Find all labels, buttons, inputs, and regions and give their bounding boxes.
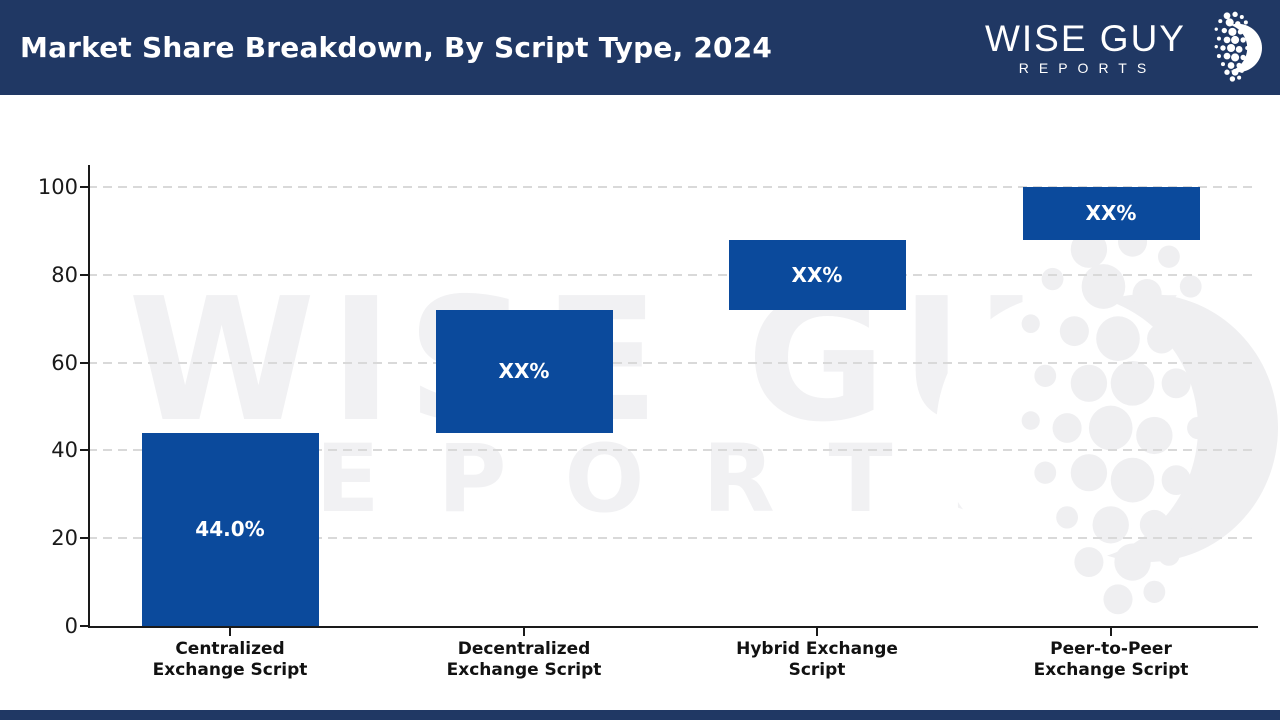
bar-segment: 44.0% <box>141 432 319 626</box>
x-tick-mark <box>816 628 818 636</box>
x-category-label-line: Decentralized <box>457 639 591 659</box>
bar-segment: XX% <box>1022 187 1200 240</box>
y-tick-mark <box>80 449 88 452</box>
logo-head-icon <box>1198 11 1262 82</box>
x-category-label-line: Exchange Script <box>152 660 308 680</box>
y-tick-mark <box>80 537 88 540</box>
logo-wordmark: WISE GUY <box>984 17 1186 59</box>
watermark-reports: REPORTS <box>185 425 1077 534</box>
gridline-60 <box>88 361 1258 364</box>
x-category-label-line: Centralized <box>175 639 285 659</box>
x-tick-mark <box>229 628 231 636</box>
footer-bar <box>0 710 1280 720</box>
watermark-head-icon <box>936 226 1278 615</box>
x-category-label: Decentralized Exchange Script <box>447 639 602 681</box>
page-title: Market Share Breakdown, By Script Type, … <box>20 31 773 64</box>
y-tick-mark <box>80 625 88 627</box>
x-category-label: Centralized Exchange Script <box>153 639 308 681</box>
y-axis-line <box>88 165 90 628</box>
bar-value-label: XX% <box>791 262 843 287</box>
y-tick-label: 100 <box>37 175 78 199</box>
gridline-40 <box>88 449 1258 452</box>
y-tick-mark <box>80 361 88 364</box>
y-tick-label: 0 <box>64 614 78 638</box>
bar-value-label: XX% <box>1085 201 1137 226</box>
x-category-label-line: Exchange Script <box>446 660 602 680</box>
y-tick-label: 20 <box>51 526 78 551</box>
y-tick-mark <box>80 273 88 276</box>
bar-segment: XX% <box>435 309 613 433</box>
x-category-label-line: Peer-to-Peer <box>1050 639 1172 659</box>
x-tick-mark <box>523 628 525 636</box>
x-tick-mark <box>1110 628 1112 636</box>
bar-segment: XX% <box>728 239 906 310</box>
bar-value-label: 44.0% <box>195 517 265 542</box>
x-category-label: Hybrid Exchange Script <box>736 639 898 681</box>
x-category-label-line: Exchange Script <box>1033 660 1189 680</box>
y-tick-label: 40 <box>51 438 78 463</box>
x-category-label: Peer-to-Peer Exchange Script <box>1034 639 1189 681</box>
gridline-20 <box>88 537 1258 540</box>
header-bar: Market Share Breakdown, By Script Type, … <box>0 0 1280 95</box>
x-axis-line <box>88 626 1258 628</box>
logo-reports-label: REPORTS <box>1018 59 1157 76</box>
x-category-label-line: Hybrid Exchange <box>736 639 898 659</box>
brand-logo: WISE GUY REPORTS <box>985 7 1280 89</box>
x-category-label-line: Script <box>788 660 846 680</box>
y-tick-mark <box>80 186 88 188</box>
gridline-100 <box>88 186 1258 188</box>
gridline-80 <box>88 273 1258 276</box>
y-tick-label: 80 <box>51 262 78 287</box>
logo-text: WISE GUY REPORTS <box>984 17 1186 76</box>
bar-value-label: XX% <box>498 359 550 384</box>
y-tick-label: 60 <box>51 350 78 375</box>
